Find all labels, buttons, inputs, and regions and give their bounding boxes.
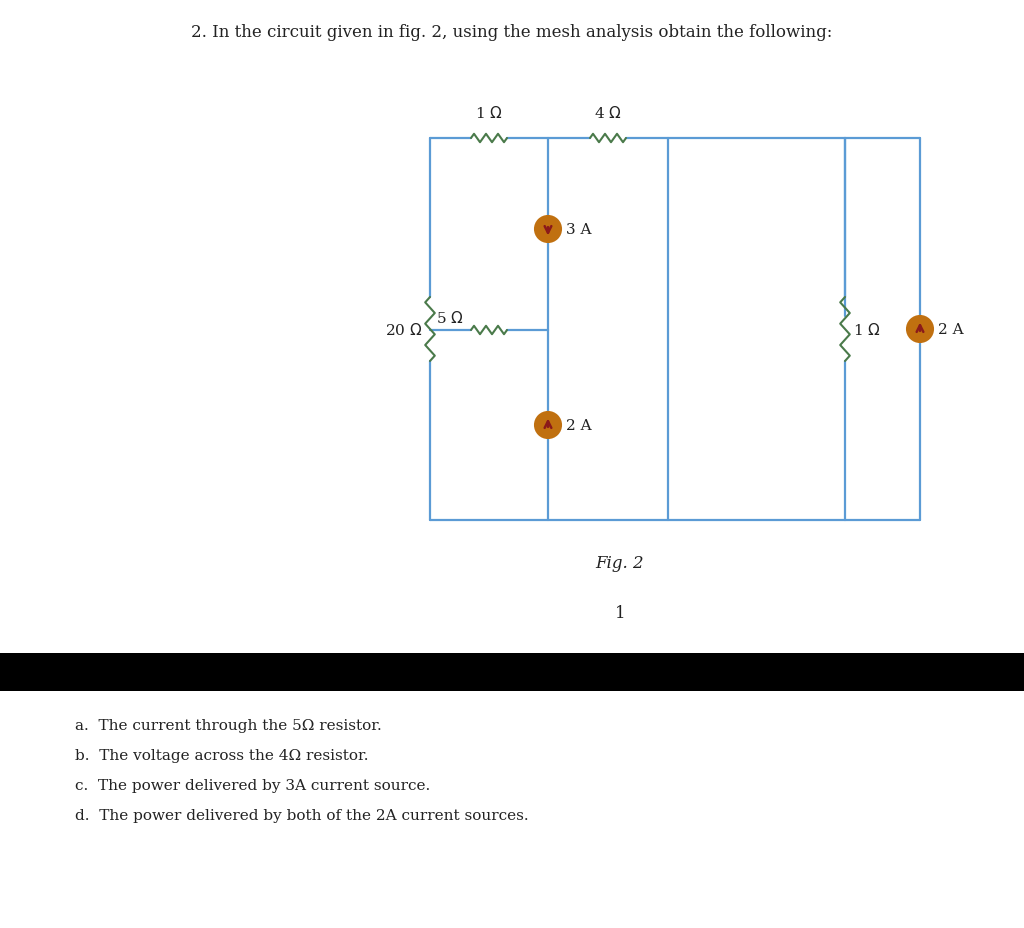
Text: 5 $\Omega$: 5 $\Omega$ <box>436 310 464 326</box>
Text: d.  The power delivered by both of the 2A current sources.: d. The power delivered by both of the 2A… <box>75 808 528 822</box>
Text: 2. In the circuit given in fig. 2, using the mesh analysis obtain the following:: 2. In the circuit given in fig. 2, using… <box>191 24 833 41</box>
Text: c.  The power delivered by 3A current source.: c. The power delivered by 3A current sou… <box>75 779 430 793</box>
Text: b.  The voltage across the 4Ω resistor.: b. The voltage across the 4Ω resistor. <box>75 748 369 762</box>
Text: 3 A: 3 A <box>566 223 592 237</box>
Text: 1 $\Omega$: 1 $\Omega$ <box>853 322 881 338</box>
Circle shape <box>535 413 561 439</box>
FancyBboxPatch shape <box>0 653 1024 691</box>
Text: Fig. 2: Fig. 2 <box>596 555 644 572</box>
Text: 4 $\Omega$: 4 $\Omega$ <box>594 105 622 121</box>
Circle shape <box>907 316 933 342</box>
Text: a.  The current through the 5Ω resistor.: a. The current through the 5Ω resistor. <box>75 718 382 732</box>
Text: 1: 1 <box>614 605 626 622</box>
Text: 2 A: 2 A <box>938 323 964 337</box>
Circle shape <box>535 217 561 243</box>
Text: 2 A: 2 A <box>566 419 592 432</box>
Text: 20 $\Omega$: 20 $\Omega$ <box>385 322 422 338</box>
Text: 1 $\Omega$: 1 $\Omega$ <box>475 105 503 121</box>
